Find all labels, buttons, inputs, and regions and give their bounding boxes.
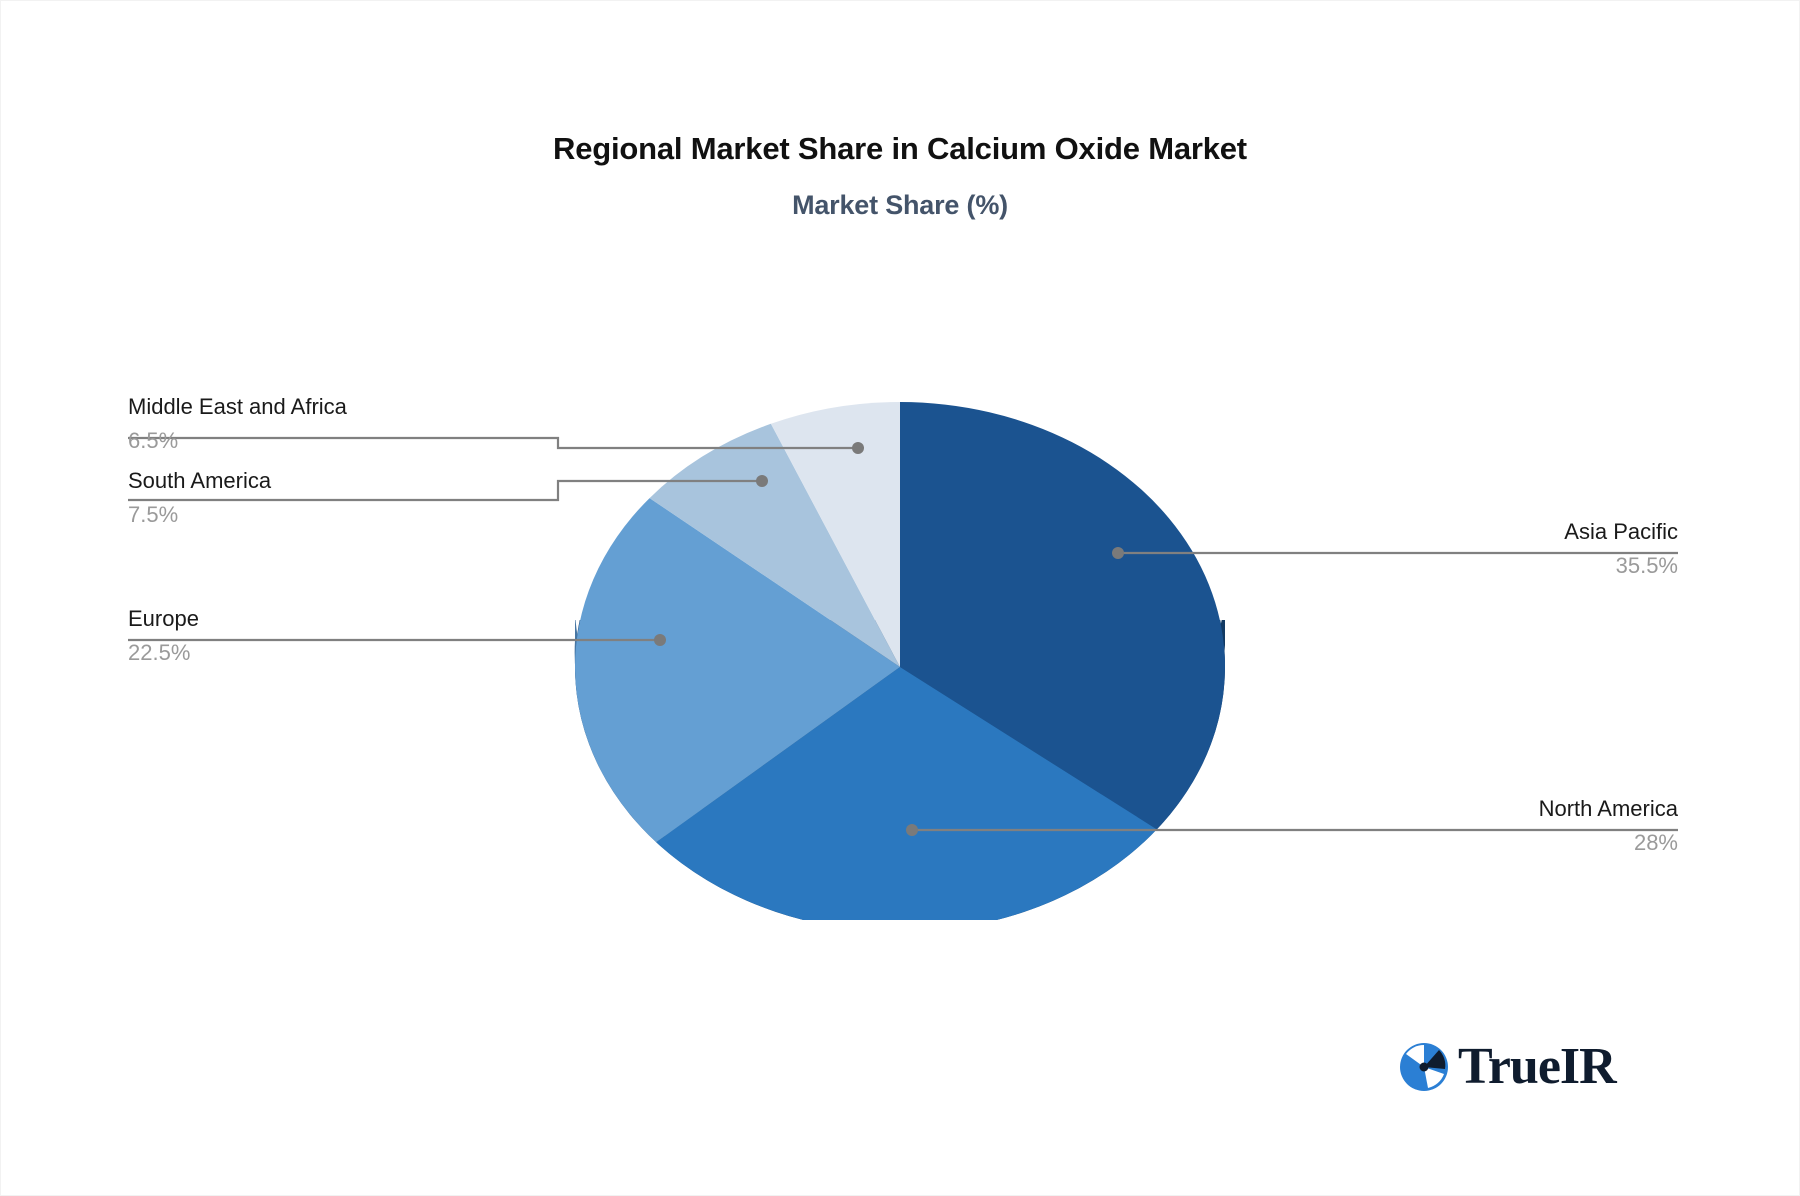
callout-value: 7.5% [128,502,179,527]
chart-subtitle: Market Share (%) [792,190,1008,220]
callout-label: North America [1538,796,1678,821]
pie-slice-middle-east-africa [770,402,900,667]
callout-value: 28% [1633,830,1678,855]
chart-title: Regional Market Share in Calcium Oxide M… [553,131,1247,166]
callout-value: 6.5% [128,428,179,453]
callout-value: 35.5% [1615,553,1678,578]
callout-asia-pacific: Asia Pacific 35.5% [1178,517,1678,581]
callout-south-america: South America 7.5% [128,466,558,530]
pie-slice-north-america [656,667,1157,920]
pie-chart [570,360,1230,920]
pie-slice-asia-pacific [900,402,1225,830]
brand-name: TrueIR [1458,1038,1617,1095]
callout-label: Europe [128,606,199,631]
callout-label: South America [128,468,272,493]
callout-value: 22.5% [128,640,191,665]
trueir-mark-icon [1400,1043,1448,1091]
callout-label: Middle East and Africa [128,394,347,419]
pie-slices [575,402,1225,920]
callout-europe: Europe 22.5% [128,604,658,668]
callout-middle-east-africa: Middle East and Africa 6.5% [128,392,558,456]
callout-north-america: North America 28% [1178,794,1678,858]
pie-slice-europe [575,498,900,843]
brand-logo: TrueIR [1398,1036,1638,1098]
callout-label: Asia Pacific [1564,519,1678,544]
pie-svg [574,402,1225,920]
